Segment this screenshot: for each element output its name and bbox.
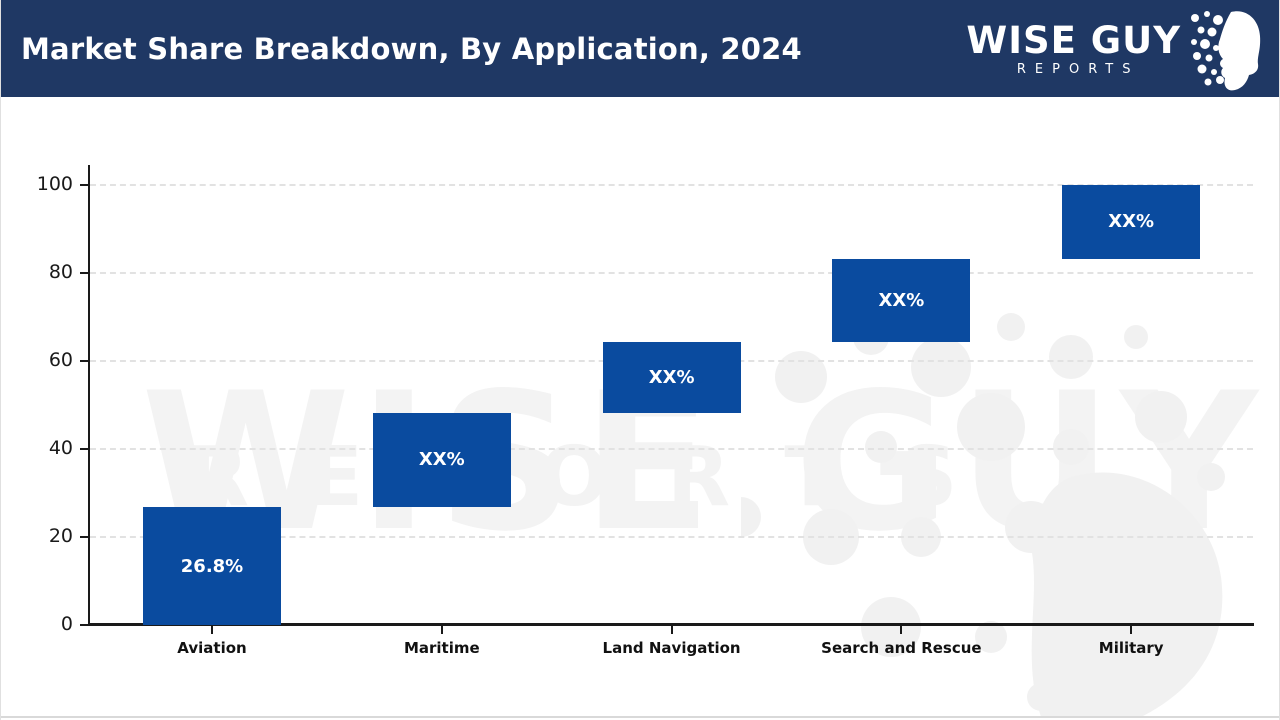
y-tick-100 — [80, 184, 88, 186]
y-tick-label-100: 100 — [36, 173, 73, 195]
gridline-20 — [90, 536, 1253, 538]
x-tick-3 — [900, 626, 903, 634]
face-profile-icon — [1191, 10, 1261, 90]
x-tick-1 — [440, 626, 443, 634]
logo-text: WISE GUY REPORTS — [966, 22, 1181, 76]
y-tick-0 — [80, 624, 88, 626]
bar-value-label: 26.8% — [180, 555, 244, 577]
x-category-label: Land Navigation — [602, 639, 741, 657]
chart-area: WISE GUY REPORTS 0 20 40 60 80 100 26.8% Aviati… — [1, 97, 1279, 717]
x-category-label: Maritime — [403, 639, 480, 657]
y-tick-40 — [80, 448, 88, 450]
bar-value-label: XX% — [1108, 211, 1155, 233]
logo-subtitle: REPORTS — [1016, 61, 1140, 77]
gridline-80 — [90, 272, 1253, 274]
y-tick-20 — [80, 536, 88, 538]
x-category-label: Search and Rescue — [821, 639, 982, 657]
y-tick-label-0: 0 — [60, 613, 73, 635]
y-tick-80 — [80, 272, 88, 274]
y-axis — [88, 165, 90, 625]
x-tick-4 — [1130, 626, 1133, 634]
bar-value-label: XX% — [878, 289, 925, 311]
bar-military: XX% — [1062, 185, 1201, 259]
bar-search-and-rescue: XX% — [832, 258, 971, 343]
y-tick-label-20: 20 — [48, 525, 73, 547]
header-bar: Market Share Breakdown, By Application, … — [1, 0, 1279, 97]
gridline-100 — [90, 184, 1253, 186]
y-tick-60 — [80, 360, 88, 362]
page-title: Market Share Breakdown, By Application, … — [21, 31, 802, 66]
y-tick-label-40: 40 — [48, 437, 73, 459]
bar-value-label: XX% — [418, 449, 465, 471]
bar-maritime: XX% — [372, 412, 511, 508]
x-category-label: Aviation — [177, 639, 247, 657]
bottom-divider — [1, 716, 1279, 718]
gridline-40 — [90, 448, 1253, 450]
watermark-face-dots — [741, 313, 1225, 717]
bar-aviation: 26.8% — [143, 507, 281, 625]
x-tick-2 — [670, 626, 673, 634]
x-category-label: Military — [1098, 639, 1164, 657]
y-tick-label-60: 60 — [48, 349, 73, 371]
wise-guy-logo: WISE GUY REPORTS — [966, 6, 1261, 92]
x-axis — [88, 623, 1254, 626]
x-tick-0 — [211, 626, 213, 634]
logo-wordmark: WISE GUY — [966, 18, 1181, 62]
bar-value-label: XX% — [648, 366, 695, 388]
y-tick-label-80: 80 — [48, 261, 73, 283]
bar-land-navigation: XX% — [602, 342, 741, 413]
